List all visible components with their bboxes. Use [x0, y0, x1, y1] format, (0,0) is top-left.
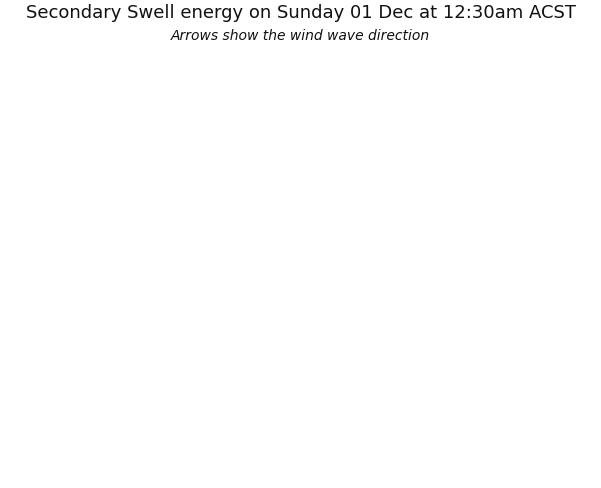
Text: Secondary Swell energy on Sunday 01 Dec at 12:30am ACST: Secondary Swell energy on Sunday 01 Dec …	[25, 4, 576, 22]
Text: Arrows show the wind wave direction: Arrows show the wind wave direction	[171, 29, 430, 43]
Text: Map requires cartopy: Map requires cartopy	[212, 258, 389, 276]
